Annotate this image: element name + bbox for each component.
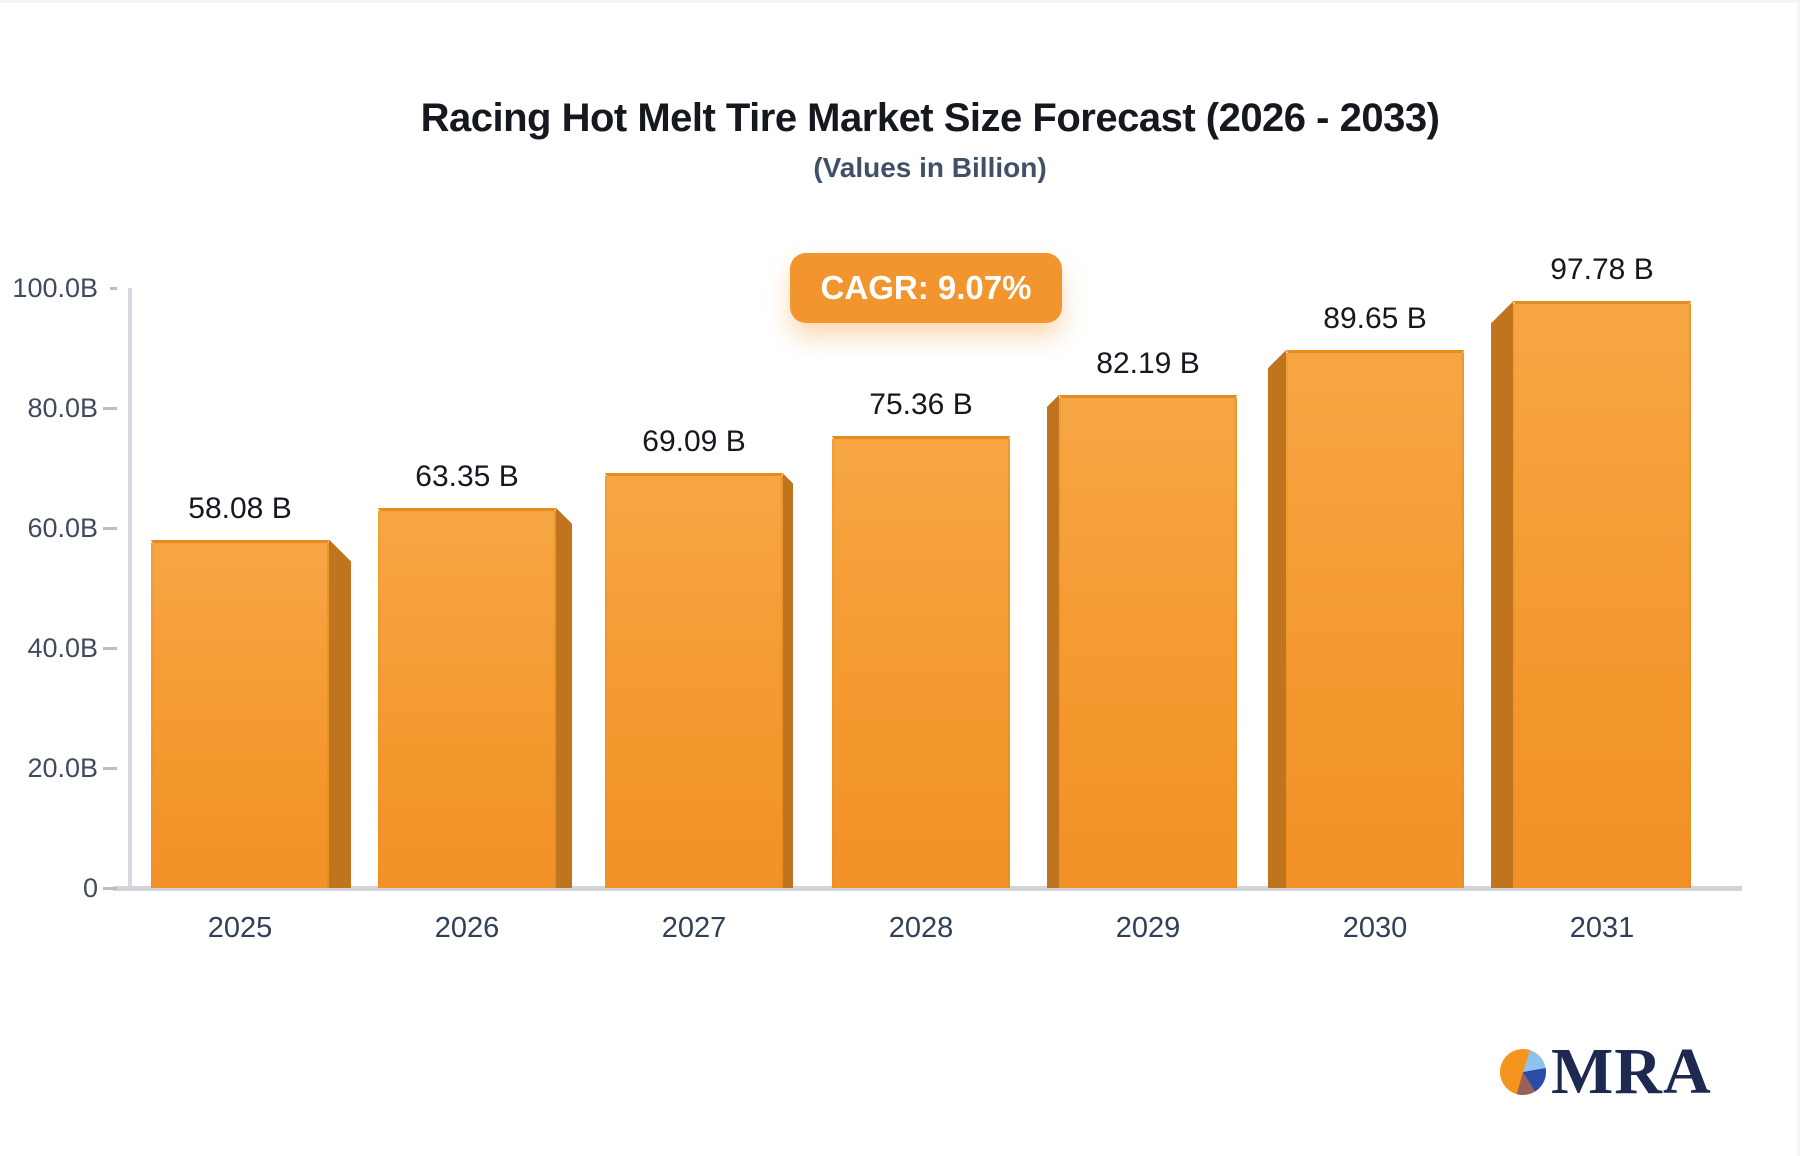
x-axis-line [113,886,1742,891]
mra-logo-text: MRA [1551,1035,1712,1108]
y-tick-label: 20.0B [27,753,98,783]
bar-side-face [329,539,351,888]
bar-2030 [1286,350,1464,888]
bar-value-label: 63.35 B [415,459,519,493]
chart-header: Racing Hot Melt Tire Market Size Forecas… [115,0,1745,184]
bar-2029 [1059,394,1237,888]
y-axis-line [128,288,132,888]
right-border [1797,0,1800,1156]
x-axis-label: 2025 [207,912,273,944]
bar-value-label: 69.09 B [642,425,746,459]
y-tick-label: 100.0B [12,273,98,303]
y-tick-label: 40.0B [27,633,98,663]
bar-2028 [832,435,1010,888]
pie-chart-icon [1500,1049,1546,1095]
y-tick-mark [110,287,117,290]
x-axis-label: 2031 [1569,912,1635,944]
bar-side-face [1268,350,1286,888]
bar-2026 [378,507,556,888]
top-border [0,0,1800,3]
bar-value-label: 58.08 B [188,491,292,525]
bar-2031 [1513,301,1691,888]
cagr-badge: CAGR: 9.07% [790,253,1062,323]
bar-side-face [1047,394,1059,888]
y-tick-label: 80.0B [27,393,98,423]
bar-value-label: 89.65 B [1323,302,1427,336]
bar-side-face [783,473,793,888]
x-axis-label: 2027 [661,912,727,944]
chart-title: Racing Hot Melt Tire Market Size Forecas… [420,96,1440,140]
bar-2025 [151,539,329,888]
y-tick-label: 60.0B [27,513,98,543]
x-axis-label: 2029 [1115,912,1181,944]
y-tick-mark [103,647,117,650]
x-axis-label: 2030 [1342,912,1408,944]
y-tick-mark [103,407,117,410]
y-tick-mark [103,527,117,530]
x-axis-label: 2028 [888,912,954,944]
bar-2027 [605,473,783,888]
bar-value-label: 97.78 B [1550,253,1654,287]
x-axis-label: 2026 [434,912,500,944]
y-tick-mark [103,767,117,770]
y-tick-label: 0 [82,873,98,903]
bar-side-face [556,507,572,888]
bar-value-label: 82.19 B [1096,346,1200,380]
bar-side-face [1491,301,1513,888]
mra-logo: MRA [1500,1036,1712,1108]
chart-subtitle: (Values in Billion) [813,152,1047,183]
bar-value-label: 75.36 B [869,387,973,421]
y-tick-mark [103,887,117,890]
